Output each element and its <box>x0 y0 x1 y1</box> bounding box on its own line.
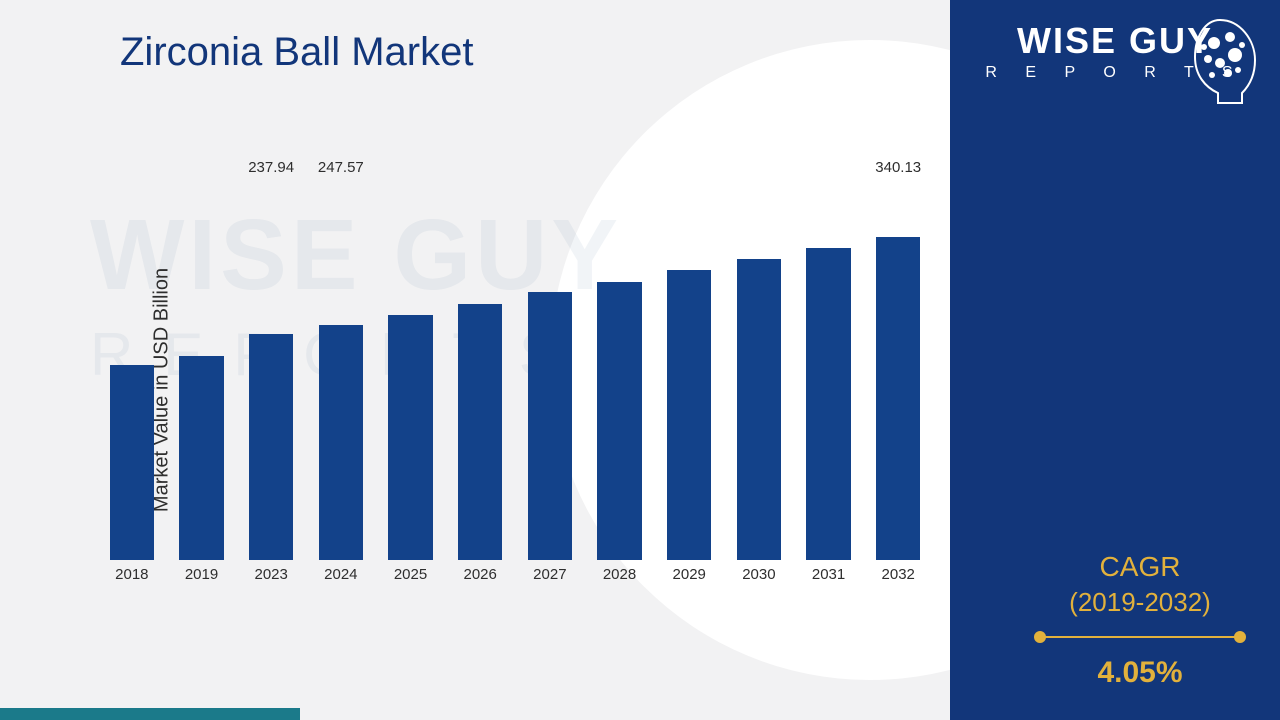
bar-2032: 340.13 <box>870 180 926 560</box>
cagr-block: CAGR (2019-2032) 4.05% <box>1000 551 1280 690</box>
bar <box>249 334 294 560</box>
bar <box>319 325 364 560</box>
bar-2029 <box>661 180 717 560</box>
page: WISE GUY REPORTS Zirconia Ball Market WI… <box>0 0 1280 720</box>
cagr-value: 4.05% <box>1000 656 1280 690</box>
cagr-divider <box>1040 636 1240 638</box>
x-axis-labels: 2018 2019 2023 2024 2025 2026 2027 2028 2029 2030… <box>100 560 930 600</box>
x-tick-label: 2028 <box>592 566 648 600</box>
bar-2028 <box>592 180 648 560</box>
bar-2026 <box>452 180 508 560</box>
bar-chart: Market Value in USD Billion 237.94247.57… <box>50 180 930 600</box>
bar-2027 <box>522 180 578 560</box>
x-tick-label: 2031 <box>801 566 857 600</box>
bar-2018 <box>104 180 160 560</box>
bar <box>110 365 155 560</box>
bar-value-label: 237.94 <box>248 159 294 176</box>
bar <box>528 292 573 560</box>
bar-2030 <box>731 180 787 560</box>
bar-2025 <box>383 180 439 560</box>
x-tick-label: 2030 <box>731 566 787 600</box>
x-tick-label: 2032 <box>870 566 926 600</box>
cagr-range: (2019-2032) <box>1000 587 1280 618</box>
bar-value-label: 340.13 <box>875 159 921 176</box>
x-tick-label: 2019 <box>174 566 230 600</box>
x-tick-label: 2024 <box>313 566 369 600</box>
brand-logo: WISE GUY R E P O R T S <box>980 20 1250 82</box>
x-tick-label: 2027 <box>522 566 578 600</box>
bar-value-label: 247.57 <box>318 159 364 176</box>
bar <box>388 315 433 560</box>
logo-head-icon <box>1180 15 1260 105</box>
bars-container: 237.94247.57 340.13 <box>100 180 930 560</box>
plot-area: 237.94247.57 340.13 <box>100 180 930 560</box>
x-tick-label: 2018 <box>104 566 160 600</box>
x-tick-label: 2026 <box>452 566 508 600</box>
bar-2023: 237.94 <box>243 180 299 560</box>
bar <box>737 259 782 560</box>
bar-2024: 247.57 <box>313 180 369 560</box>
x-tick-label: 2029 <box>661 566 717 600</box>
chart-title: Zirconia Ball Market <box>120 30 473 75</box>
bar <box>876 237 921 560</box>
bar <box>597 282 642 560</box>
x-tick-label: 2023 <box>243 566 299 600</box>
bar <box>667 270 712 560</box>
cagr-label: CAGR <box>1000 551 1280 583</box>
bar-2019 <box>174 180 230 560</box>
x-tick-label: 2025 <box>383 566 439 600</box>
bottom-accent-strip <box>0 708 300 720</box>
bar <box>458 304 503 561</box>
bar-2031 <box>801 180 857 560</box>
bar <box>179 356 224 560</box>
bar <box>806 248 851 560</box>
